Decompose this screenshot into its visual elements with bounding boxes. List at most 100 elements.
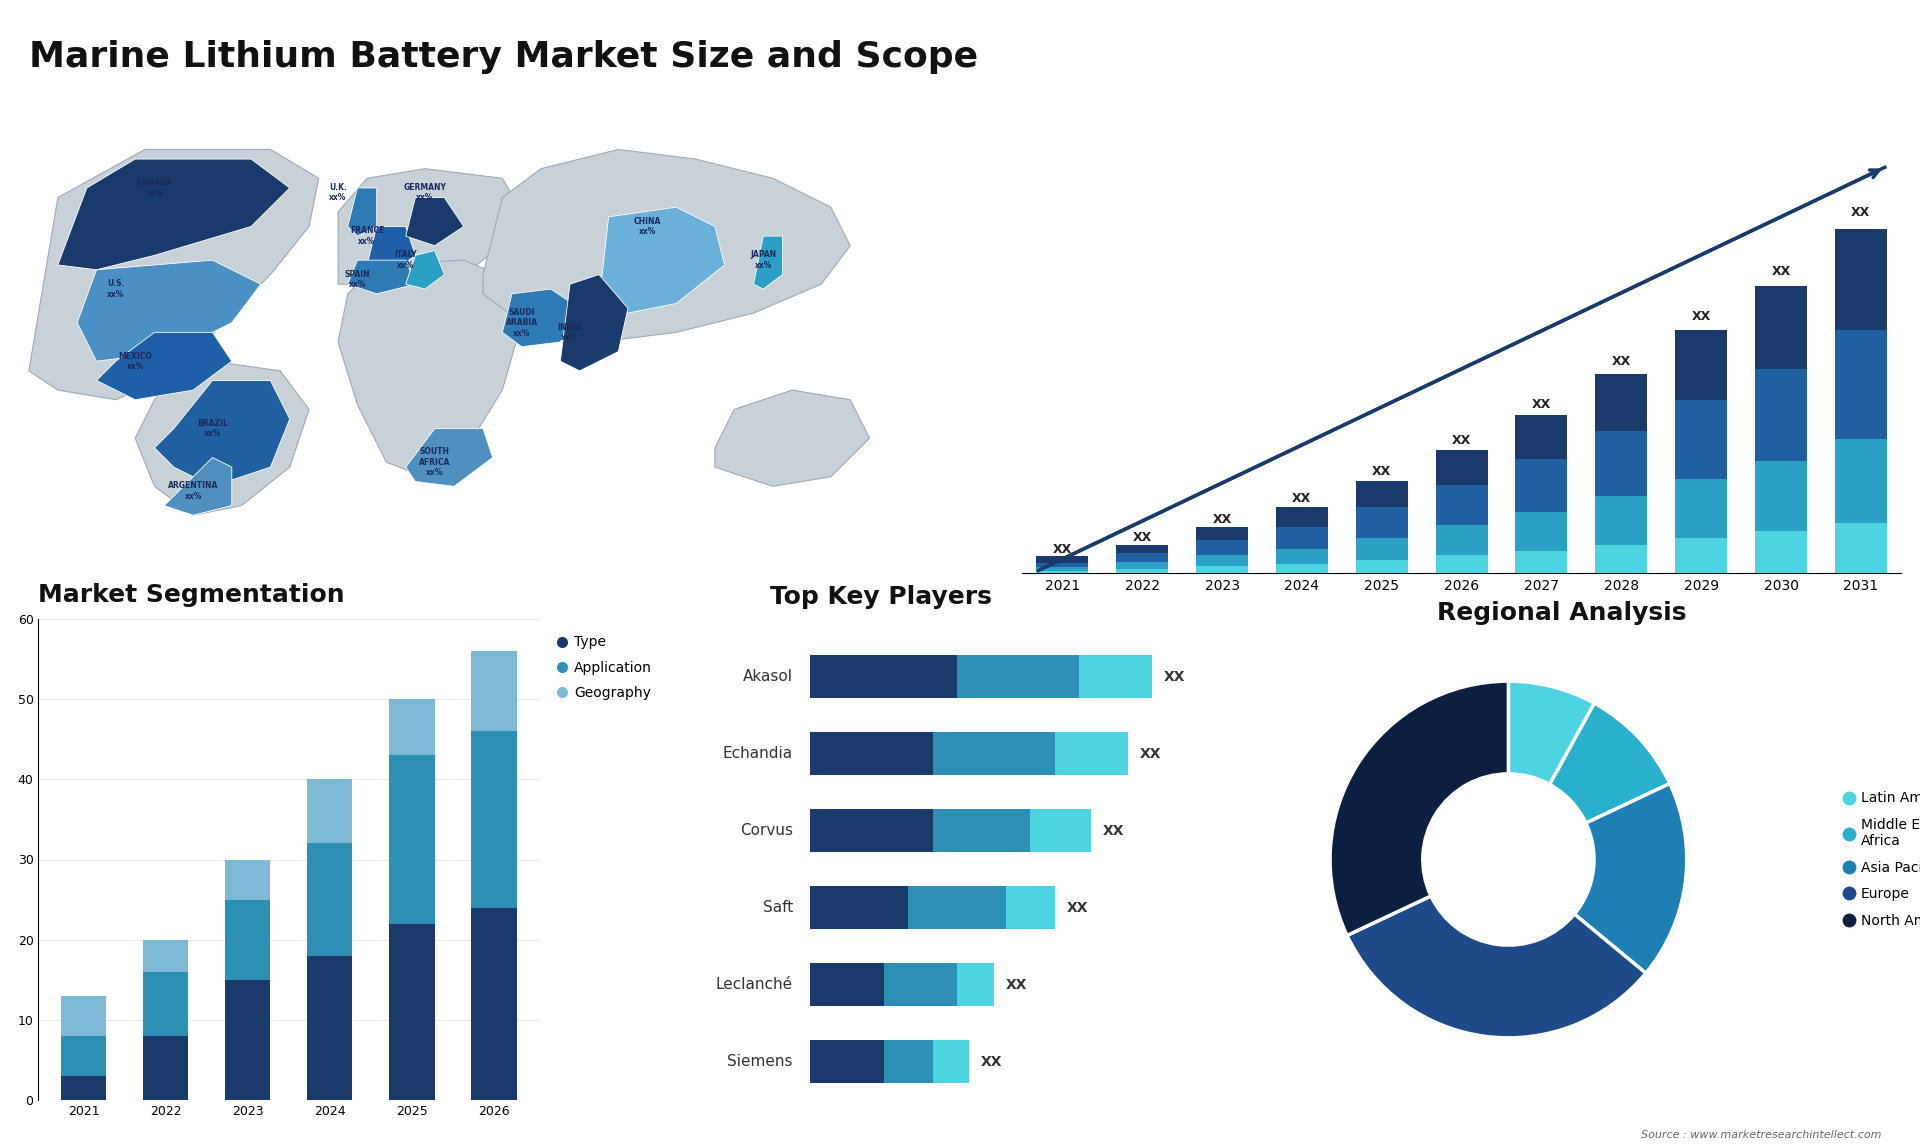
Bar	[1515, 511, 1567, 551]
Polygon shape	[503, 289, 580, 347]
Polygon shape	[753, 236, 783, 289]
Text: XX: XX	[1692, 309, 1711, 323]
Text: XX: XX	[1133, 531, 1152, 543]
Bar	[1356, 560, 1407, 573]
Text: XX: XX	[1532, 398, 1551, 410]
Polygon shape	[405, 429, 493, 486]
Circle shape	[1423, 774, 1594, 945]
FancyBboxPatch shape	[933, 1041, 970, 1083]
Title: Regional Analysis: Regional Analysis	[1438, 601, 1686, 625]
FancyBboxPatch shape	[956, 656, 1079, 698]
FancyBboxPatch shape	[1031, 809, 1091, 853]
Bar	[61, 1036, 106, 1076]
Text: XX: XX	[1772, 265, 1791, 277]
Text: SAUDI
ARABIA
xx%: SAUDI ARABIA xx%	[505, 308, 538, 338]
Bar	[1037, 571, 1089, 573]
FancyBboxPatch shape	[1054, 732, 1127, 776]
Text: Source : www.marketresearchintellect.com: Source : www.marketresearchintellect.com	[1642, 1130, 1882, 1140]
Bar	[1037, 556, 1089, 563]
Bar	[225, 980, 271, 1100]
Bar	[1676, 400, 1728, 479]
Polygon shape	[348, 260, 415, 293]
Bar	[307, 779, 353, 843]
Bar	[1596, 544, 1647, 573]
Polygon shape	[96, 332, 232, 400]
Bar	[144, 940, 188, 972]
Bar	[1116, 568, 1167, 573]
Bar	[1836, 523, 1887, 573]
Bar	[61, 996, 106, 1036]
Bar	[1196, 556, 1248, 566]
Text: CANADA
xx%: CANADA xx%	[136, 179, 173, 197]
Bar	[1515, 551, 1567, 573]
Polygon shape	[163, 457, 232, 516]
Bar	[472, 651, 516, 731]
Polygon shape	[338, 260, 522, 477]
Wedge shape	[1509, 681, 1594, 785]
Bar	[1676, 330, 1728, 400]
Wedge shape	[1348, 896, 1645, 1038]
Bar	[1116, 562, 1167, 568]
Bar	[1277, 527, 1329, 549]
Bar	[225, 860, 271, 900]
Text: XX: XX	[1104, 824, 1125, 838]
Bar	[1277, 508, 1329, 527]
FancyBboxPatch shape	[933, 732, 1054, 776]
Text: INDIA
xx%: INDIA xx%	[557, 323, 582, 342]
Text: Echandia: Echandia	[722, 746, 793, 761]
FancyBboxPatch shape	[1079, 656, 1152, 698]
Text: GERMANY
xx%: GERMANY xx%	[403, 183, 447, 203]
FancyBboxPatch shape	[933, 809, 1031, 853]
FancyBboxPatch shape	[810, 732, 933, 776]
Text: Corvus: Corvus	[739, 823, 793, 838]
Polygon shape	[714, 390, 870, 486]
Bar	[1755, 462, 1807, 532]
Bar	[225, 900, 271, 980]
Text: XX: XX	[1052, 543, 1071, 556]
FancyBboxPatch shape	[1006, 886, 1054, 929]
Bar	[1596, 496, 1647, 544]
Text: Leclanché: Leclanché	[716, 978, 793, 992]
Bar	[1676, 479, 1728, 537]
Bar	[1037, 567, 1089, 571]
Wedge shape	[1574, 784, 1688, 973]
Bar	[1596, 431, 1647, 496]
Bar	[1676, 537, 1728, 573]
Bar	[1755, 369, 1807, 462]
FancyBboxPatch shape	[883, 1041, 933, 1083]
FancyBboxPatch shape	[956, 963, 993, 1006]
Bar	[1116, 544, 1167, 554]
FancyBboxPatch shape	[810, 886, 908, 929]
FancyBboxPatch shape	[810, 809, 933, 853]
Bar	[1356, 508, 1407, 537]
Text: Saft: Saft	[762, 900, 793, 916]
Bar	[1356, 481, 1407, 508]
Text: XX: XX	[1006, 978, 1027, 991]
Bar	[1196, 566, 1248, 573]
Bar	[472, 908, 516, 1100]
Polygon shape	[58, 159, 290, 269]
Text: SOUTH
AFRICA
xx%: SOUTH AFRICA xx%	[419, 447, 451, 477]
Polygon shape	[348, 188, 376, 236]
Text: ARGENTINA
xx%: ARGENTINA xx%	[167, 481, 219, 501]
Text: Top Key Players: Top Key Players	[770, 586, 993, 610]
Text: XX: XX	[1212, 512, 1231, 526]
Text: Marine Lithium Battery Market Size and Scope: Marine Lithium Battery Market Size and S…	[29, 40, 977, 74]
Polygon shape	[134, 361, 309, 516]
Text: MEXICO
xx%: MEXICO xx%	[119, 352, 152, 371]
FancyBboxPatch shape	[810, 963, 883, 1006]
Wedge shape	[1331, 681, 1509, 935]
Polygon shape	[367, 227, 415, 269]
Text: SPAIN
xx%: SPAIN xx%	[344, 269, 371, 289]
Text: XX: XX	[1373, 465, 1392, 478]
Bar	[1196, 527, 1248, 540]
Text: XX: XX	[1066, 901, 1089, 915]
Bar	[1755, 286, 1807, 369]
Bar	[1196, 540, 1248, 556]
Bar	[1037, 563, 1089, 567]
Bar	[144, 972, 188, 1036]
Text: U.K.
xx%: U.K. xx%	[328, 183, 348, 203]
Text: XX: XX	[1140, 746, 1162, 761]
Polygon shape	[154, 380, 290, 486]
Polygon shape	[338, 168, 522, 284]
